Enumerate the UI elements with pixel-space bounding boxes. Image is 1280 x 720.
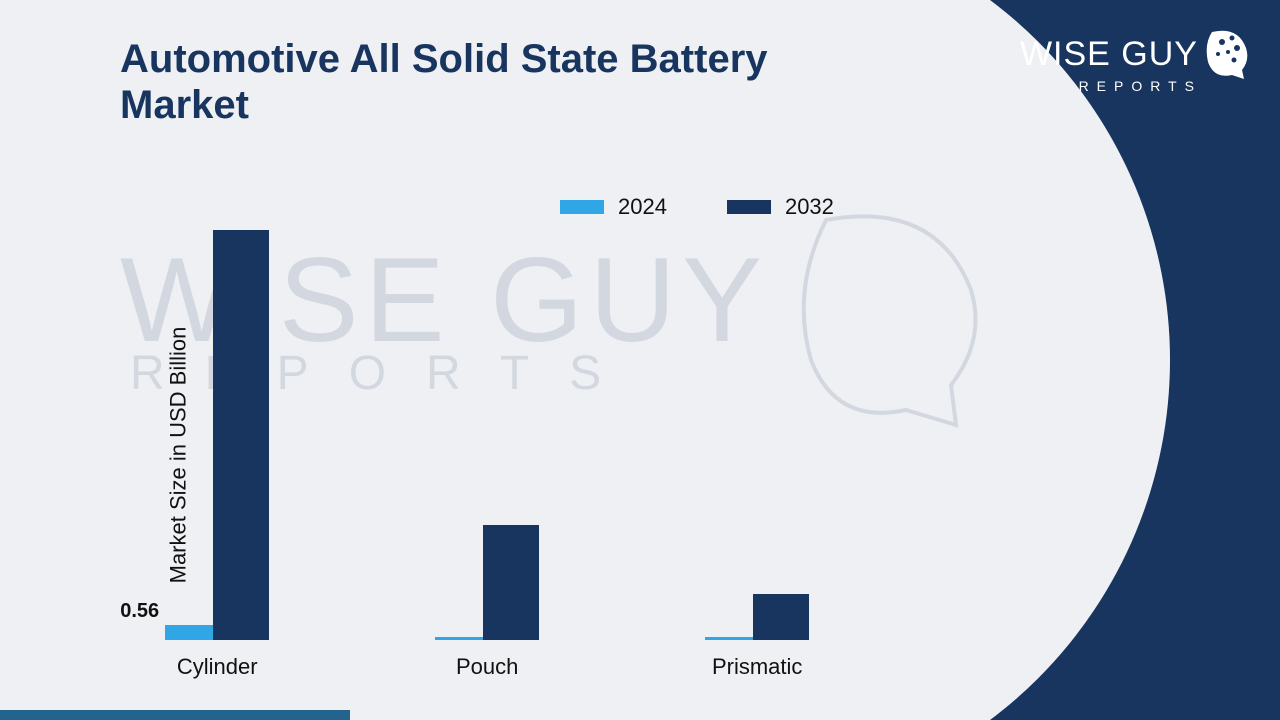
legend-swatch-2032: [727, 200, 771, 214]
legend-label-2032: 2032: [785, 194, 834, 220]
logo-head-icon: [1204, 28, 1250, 80]
bar-group: [705, 230, 809, 640]
x-axis-labels: Cylinder Pouch Prismatic: [120, 646, 930, 680]
value-label: 0.56: [120, 600, 159, 623]
bar: [753, 594, 809, 640]
x-axis-label: Prismatic: [712, 654, 802, 680]
legend-swatch-2024: [560, 200, 604, 214]
brand-logo: WISE GUY REPORTS: [1020, 28, 1250, 94]
legend: 2024 2032: [560, 194, 834, 220]
bar-group: [435, 230, 539, 640]
bar-group: 0.56: [165, 230, 269, 640]
bottom-accent: [0, 710, 350, 720]
bar: [483, 525, 539, 640]
logo-sub-text: REPORTS: [1020, 78, 1250, 94]
plot-area: 0.56: [120, 230, 930, 640]
x-axis-label: Pouch: [456, 654, 518, 680]
page: WISE GUY REPORTS Automotive All Solid St…: [0, 0, 1280, 720]
legend-item-2024: 2024: [560, 194, 667, 220]
legend-item-2032: 2032: [727, 194, 834, 220]
legend-label-2024: 2024: [618, 194, 667, 220]
bar: [213, 230, 269, 640]
chart-title: Automotive All Solid State Battery Marke…: [120, 36, 880, 128]
logo-main-text: WISE GUY: [1020, 35, 1198, 74]
bar: [705, 637, 753, 640]
x-axis-label: Cylinder: [177, 654, 258, 680]
bar-chart: Market Size in USD Billion 0.56 Cylinder…: [90, 230, 930, 680]
bar: [165, 625, 213, 640]
bar: [435, 637, 483, 640]
